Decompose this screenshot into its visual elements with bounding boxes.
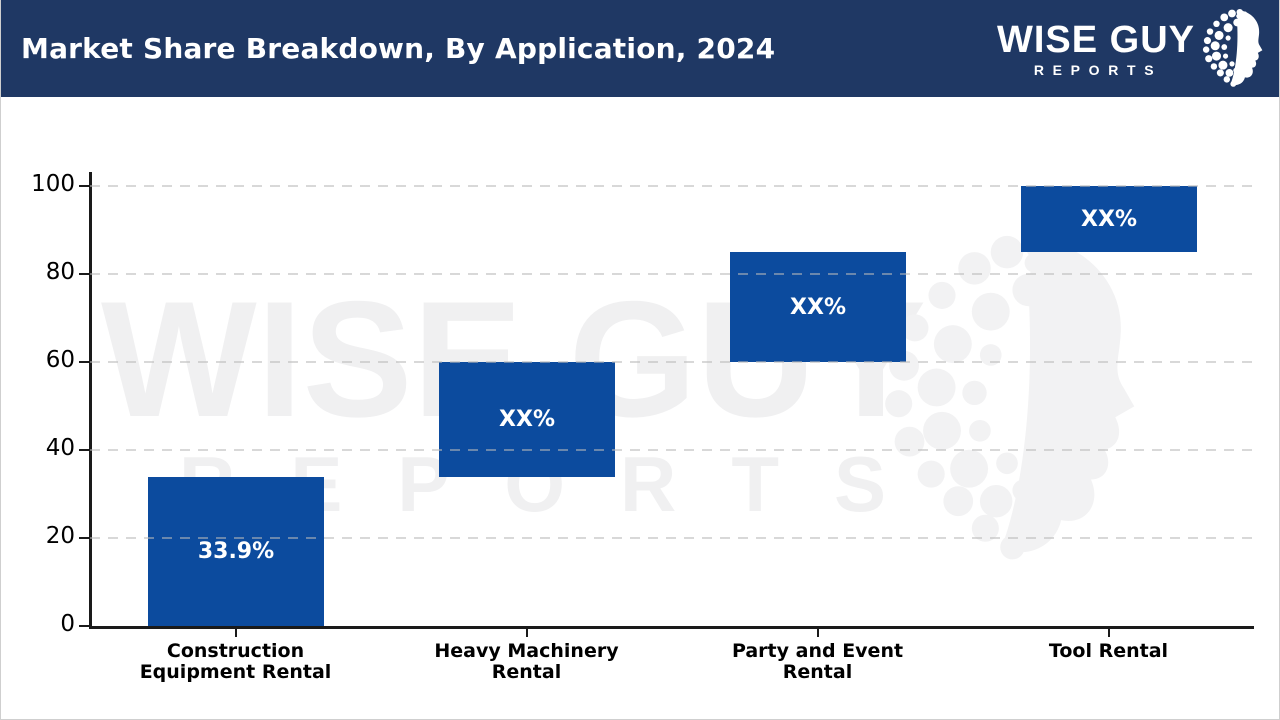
x-axis-line <box>89 626 1254 629</box>
y-tick-40 <box>79 449 89 451</box>
x-tick-3 <box>816 629 819 637</box>
y-tick-80 <box>79 273 89 275</box>
bar-2: XX% <box>439 362 615 477</box>
bar-value-label: XX% <box>790 294 846 320</box>
category-label-line: Rental <box>782 661 853 683</box>
y-tick-20 <box>79 537 89 539</box>
y-tick-label-100: 100 <box>31 171 75 197</box>
y-tick-60 <box>79 361 89 363</box>
category-label-line: Rental <box>491 661 562 683</box>
y-tick-label-0: 0 <box>60 611 75 637</box>
y-axis-line <box>89 172 92 629</box>
category-label-line: Party and Event <box>731 640 904 662</box>
page-title: Market Share Breakdown, By Application, … <box>21 32 776 65</box>
x-tick-2 <box>525 629 528 637</box>
bar-value-label: XX% <box>1081 206 1137 232</box>
category-label-line: Equipment Rental <box>139 661 332 683</box>
y-tick-label-60: 60 <box>45 347 75 373</box>
y-tick-0 <box>79 625 89 627</box>
category-label-line: Construction <box>166 640 305 662</box>
category-label: Party and Event Rental <box>688 641 948 683</box>
bar-value-label: 33.9% <box>197 538 275 564</box>
watermark-head-icon <box>869 225 1145 577</box>
logo-line1: WISE GUY <box>996 18 1195 61</box>
x-tick-1 <box>234 629 237 637</box>
y-tick-100 <box>79 185 89 187</box>
chart-canvas: WISE GUY REPORTS 0 20 40 60 80 100 33.9% Constr… <box>1 97 1279 719</box>
category-label-line: Tool Rental <box>1048 640 1169 662</box>
logo-head-icon <box>1199 7 1265 91</box>
gridline-40 <box>90 449 1254 451</box>
gridline-80 <box>90 273 1254 275</box>
category-label: Tool Rental <box>979 641 1239 662</box>
gridline-100 <box>90 185 1254 187</box>
y-tick-label-20: 20 <box>45 523 75 549</box>
header-bar: Market Share Breakdown, By Application, … <box>1 0 1279 97</box>
category-label-line: Heavy Machinery <box>434 640 619 662</box>
logo-wordmark: WISE GUY REPORTS <box>997 21 1195 77</box>
bar-1: 33.9% <box>148 476 324 626</box>
category-label: Heavy Machinery Rental <box>397 641 657 683</box>
gridline-60 <box>90 361 1254 363</box>
category-label: Construction Equipment Rental <box>106 641 366 683</box>
wiseguy-logo: WISE GUY REPORTS <box>997 7 1265 91</box>
bar-3: XX% <box>730 252 906 362</box>
x-tick-4 <box>1107 629 1110 637</box>
y-tick-label-80: 80 <box>45 259 75 285</box>
bar-4: XX% <box>1021 186 1197 252</box>
gridline-20 <box>90 537 1254 539</box>
bar-value-label: XX% <box>499 406 555 432</box>
logo-line2: REPORTS <box>1033 61 1163 78</box>
y-tick-label-40: 40 <box>45 435 75 461</box>
